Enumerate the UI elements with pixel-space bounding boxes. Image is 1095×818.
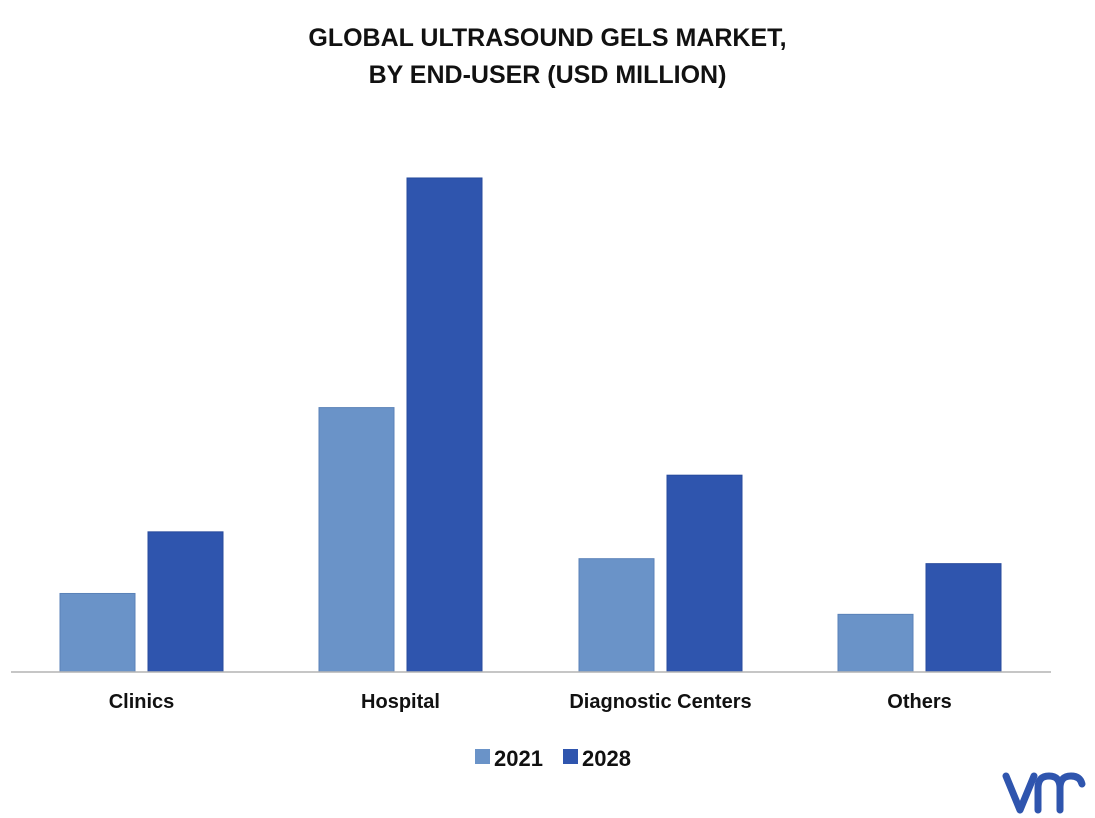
bar-hospital-2021: [318, 407, 395, 673]
bar-diagnostic-centers-2021: [578, 558, 655, 673]
x-tick-label-diagnostic-centers: Diagnostic Centers: [569, 691, 751, 713]
legend: 2021 2028: [475, 746, 631, 771]
bar-clinics-2021: [59, 592, 136, 673]
x-tick-label-others: Others: [887, 691, 951, 713]
legend-label-2021: 2021: [494, 746, 543, 771]
vmr-logo-icon: [1002, 772, 1086, 814]
chart-title-line-2: BY END-USER (USD MILLION): [368, 61, 727, 89]
x-tick-label-hospital: Hospital: [361, 691, 440, 713]
bars-group: [59, 177, 1002, 673]
legend-swatch-2028: [563, 749, 578, 764]
chart-title-line-1: GLOBAL ULTRASOUND GELS MARKET,: [308, 24, 787, 52]
bar-hospital-2028: [406, 177, 483, 673]
legend-swatch-2021: [475, 749, 490, 764]
bar-diagnostic-centers-2028: [666, 474, 743, 673]
bar-others-2021: [837, 613, 914, 673]
x-tick-labels: Clinics Hospital Diagnostic Centers Others: [109, 691, 952, 713]
bar-clinics-2028: [147, 531, 224, 673]
x-tick-label-clinics: Clinics: [109, 691, 175, 713]
legend-label-2028: 2028: [582, 746, 631, 771]
chart-title: GLOBAL ULTRASOUND GELS MARKET, BY END-US…: [0, 20, 1095, 94]
bar-others-2028: [925, 563, 1002, 673]
